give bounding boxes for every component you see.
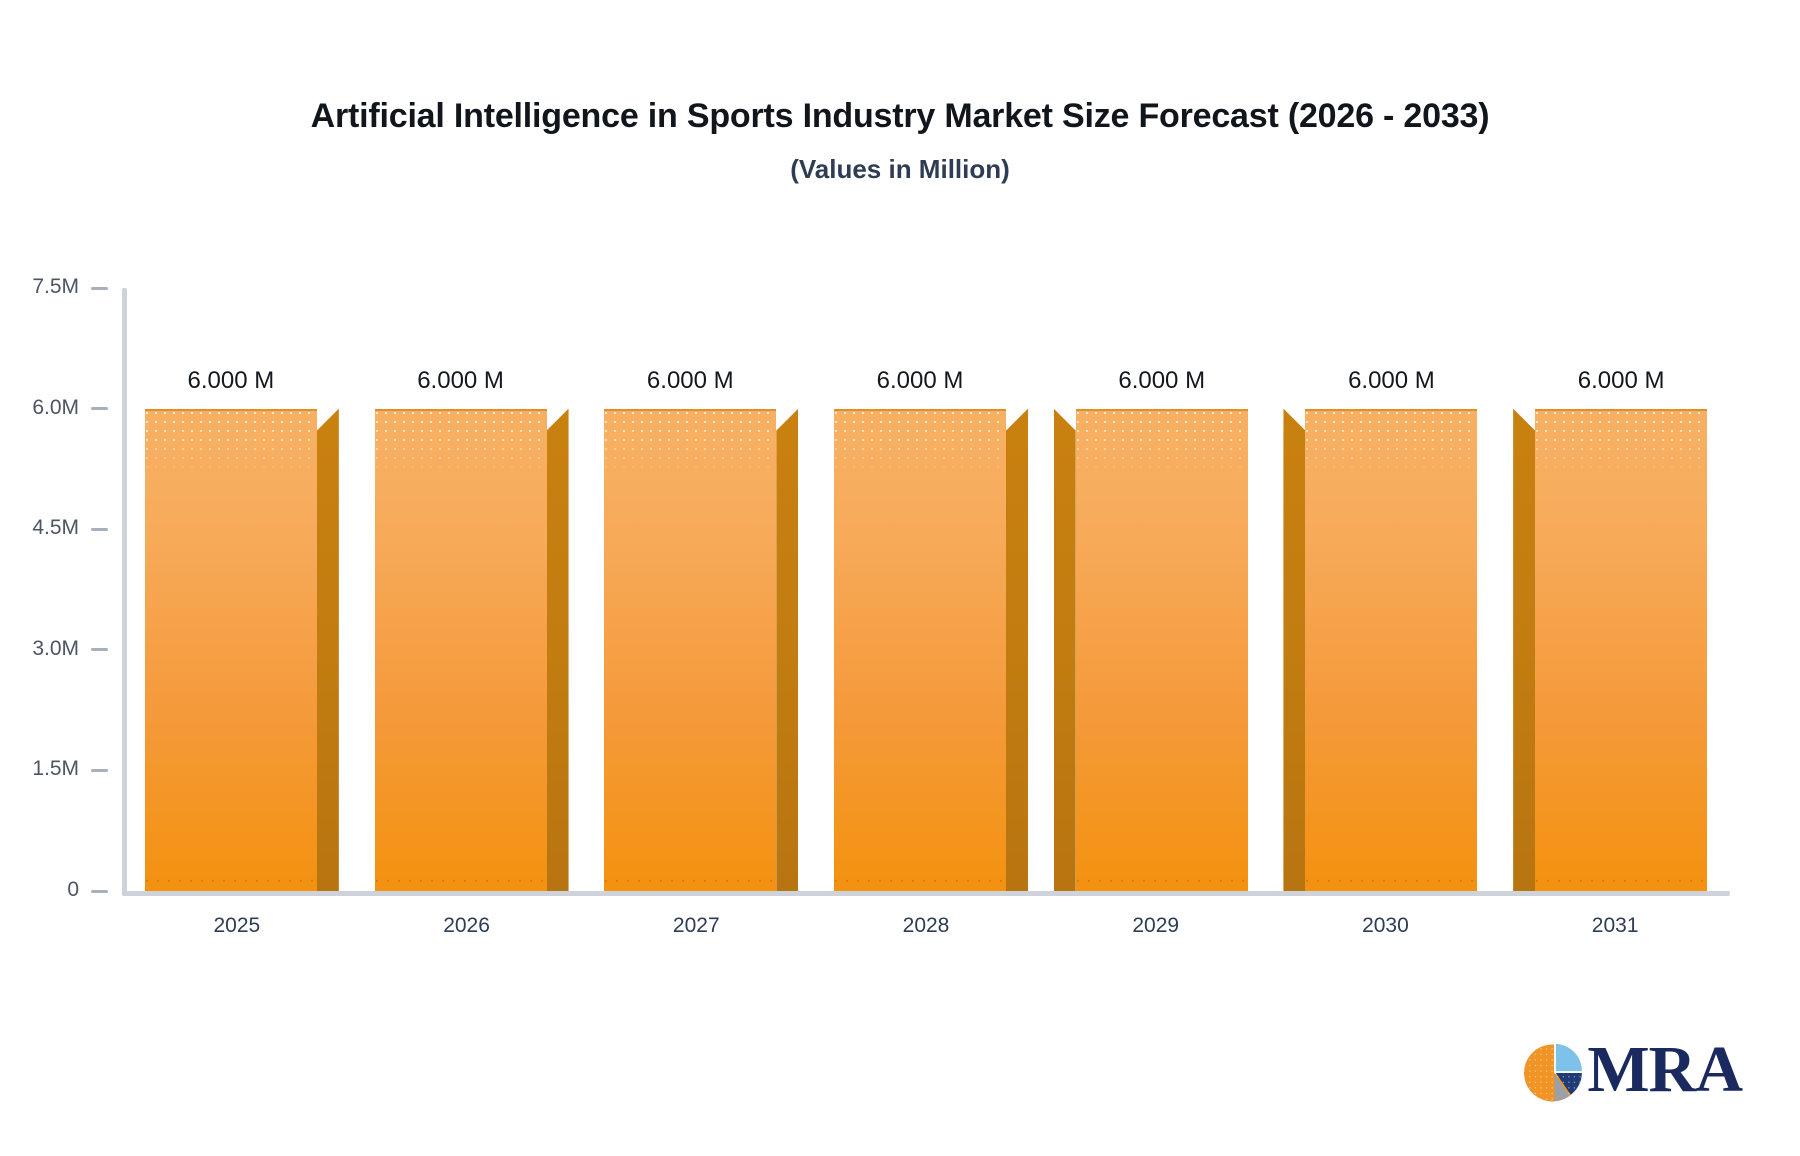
y-axis-line xyxy=(122,288,127,896)
bar-front-face xyxy=(1535,408,1708,891)
bar[interactable]: 6.000 M xyxy=(1283,367,1478,891)
bar-texture xyxy=(1535,410,1708,473)
bar[interactable]: 6.000 M xyxy=(1513,367,1708,891)
pie-chart-icon xyxy=(1523,1042,1585,1104)
bar-value-label: 6.000 M xyxy=(1118,366,1206,394)
bar-front-face xyxy=(604,408,777,891)
bar[interactable]: 6.000 M xyxy=(604,367,799,891)
bar-foot-texture xyxy=(374,879,547,891)
plot-area: 0 1.5M 3.0M 4.5M 6.0M 7.5M 6.000 M 6.000 M 6.00… xyxy=(32,275,1730,901)
x-axis-label: 2025 xyxy=(213,914,261,937)
y-axis-tick-mark xyxy=(91,768,108,772)
y-axis-tick-mark xyxy=(91,527,108,531)
bar-depth-face xyxy=(316,408,339,891)
bar-texture xyxy=(604,410,777,473)
bar-depth-face xyxy=(1513,408,1536,891)
bar-front-face xyxy=(374,408,547,891)
bar-foot-texture xyxy=(604,879,777,891)
bar-front-face xyxy=(1305,408,1478,891)
x-axis-label: 2028 xyxy=(902,914,950,937)
y-axis-tick-mark xyxy=(91,407,108,411)
mra-logo: MRA xyxy=(1523,1033,1743,1106)
chart-header: Artificial Intelligence in Sports Indust… xyxy=(0,95,1800,185)
bar-foot-texture xyxy=(144,879,317,891)
x-axis-label: 2030 xyxy=(1362,914,1409,937)
y-axis-tick-mark xyxy=(91,648,108,652)
bar-value-label: 6.000 M xyxy=(187,366,275,394)
bar[interactable]: 6.000 M xyxy=(1053,367,1248,891)
x-axis-line xyxy=(122,891,1730,896)
x-axis-label: 2027 xyxy=(672,914,720,937)
bar-depth-face xyxy=(546,408,569,891)
y-axis-tick-label: 6.0M xyxy=(32,395,79,419)
bar-series: 6.000 M 6.000 M 6.000 M 6.000 M 6.000 M 6.000… xyxy=(122,288,1730,896)
bar-foot-texture xyxy=(834,879,1006,891)
bar-foot-texture xyxy=(1535,879,1708,891)
bar-front-face xyxy=(834,408,1006,891)
bar-front-face xyxy=(144,408,317,891)
bar-depth-face xyxy=(1053,408,1076,891)
y-axis-tick-label: 4.5M xyxy=(32,516,79,540)
bar-texture xyxy=(374,410,547,473)
bar-foot-texture xyxy=(1305,879,1478,891)
bar-value-label: 6.000 M xyxy=(1348,366,1435,394)
bar-foot-texture xyxy=(1075,879,1248,891)
bar-texture xyxy=(1075,410,1248,473)
y-axis-tick-label: 1.5M xyxy=(32,757,79,781)
bar-depth-face xyxy=(1283,408,1306,891)
chart-subtitle: (Values in Million) xyxy=(790,153,1010,184)
bar-value-label: 6.000 M xyxy=(417,366,504,394)
page-title: Artificial Intelligence in Sports Indust… xyxy=(310,97,1490,135)
bar-texture xyxy=(144,410,317,473)
x-axis-label: 2029 xyxy=(1132,914,1180,937)
bar-texture xyxy=(834,410,1006,473)
bar[interactable]: 6.000 M xyxy=(374,367,569,891)
bar-front-face xyxy=(1075,408,1248,891)
bar[interactable]: 6.000 M xyxy=(834,367,1028,891)
bar-value-label: 6.000 M xyxy=(1577,366,1665,394)
x-axis-label: 2031 xyxy=(1591,914,1639,937)
bar-texture xyxy=(1305,410,1478,473)
bar-value-label: 6.000 M xyxy=(876,366,964,394)
bar[interactable]: 6.000 M xyxy=(144,367,339,891)
y-axis-tick-label: 0 xyxy=(67,878,79,901)
bar-depth-face xyxy=(1006,408,1028,891)
y-axis-tick-mark xyxy=(91,889,108,893)
x-axis-label: 2026 xyxy=(443,914,490,937)
bar-depth-face xyxy=(776,408,799,891)
logo-wordmark: MRA xyxy=(1587,1033,1743,1106)
y-axis-tick-label: 7.5M xyxy=(32,275,79,298)
y-axis-tick-label: 3.0M xyxy=(32,636,79,660)
y-axis-tick-mark xyxy=(91,286,108,290)
bar-value-label: 6.000 M xyxy=(646,366,734,394)
